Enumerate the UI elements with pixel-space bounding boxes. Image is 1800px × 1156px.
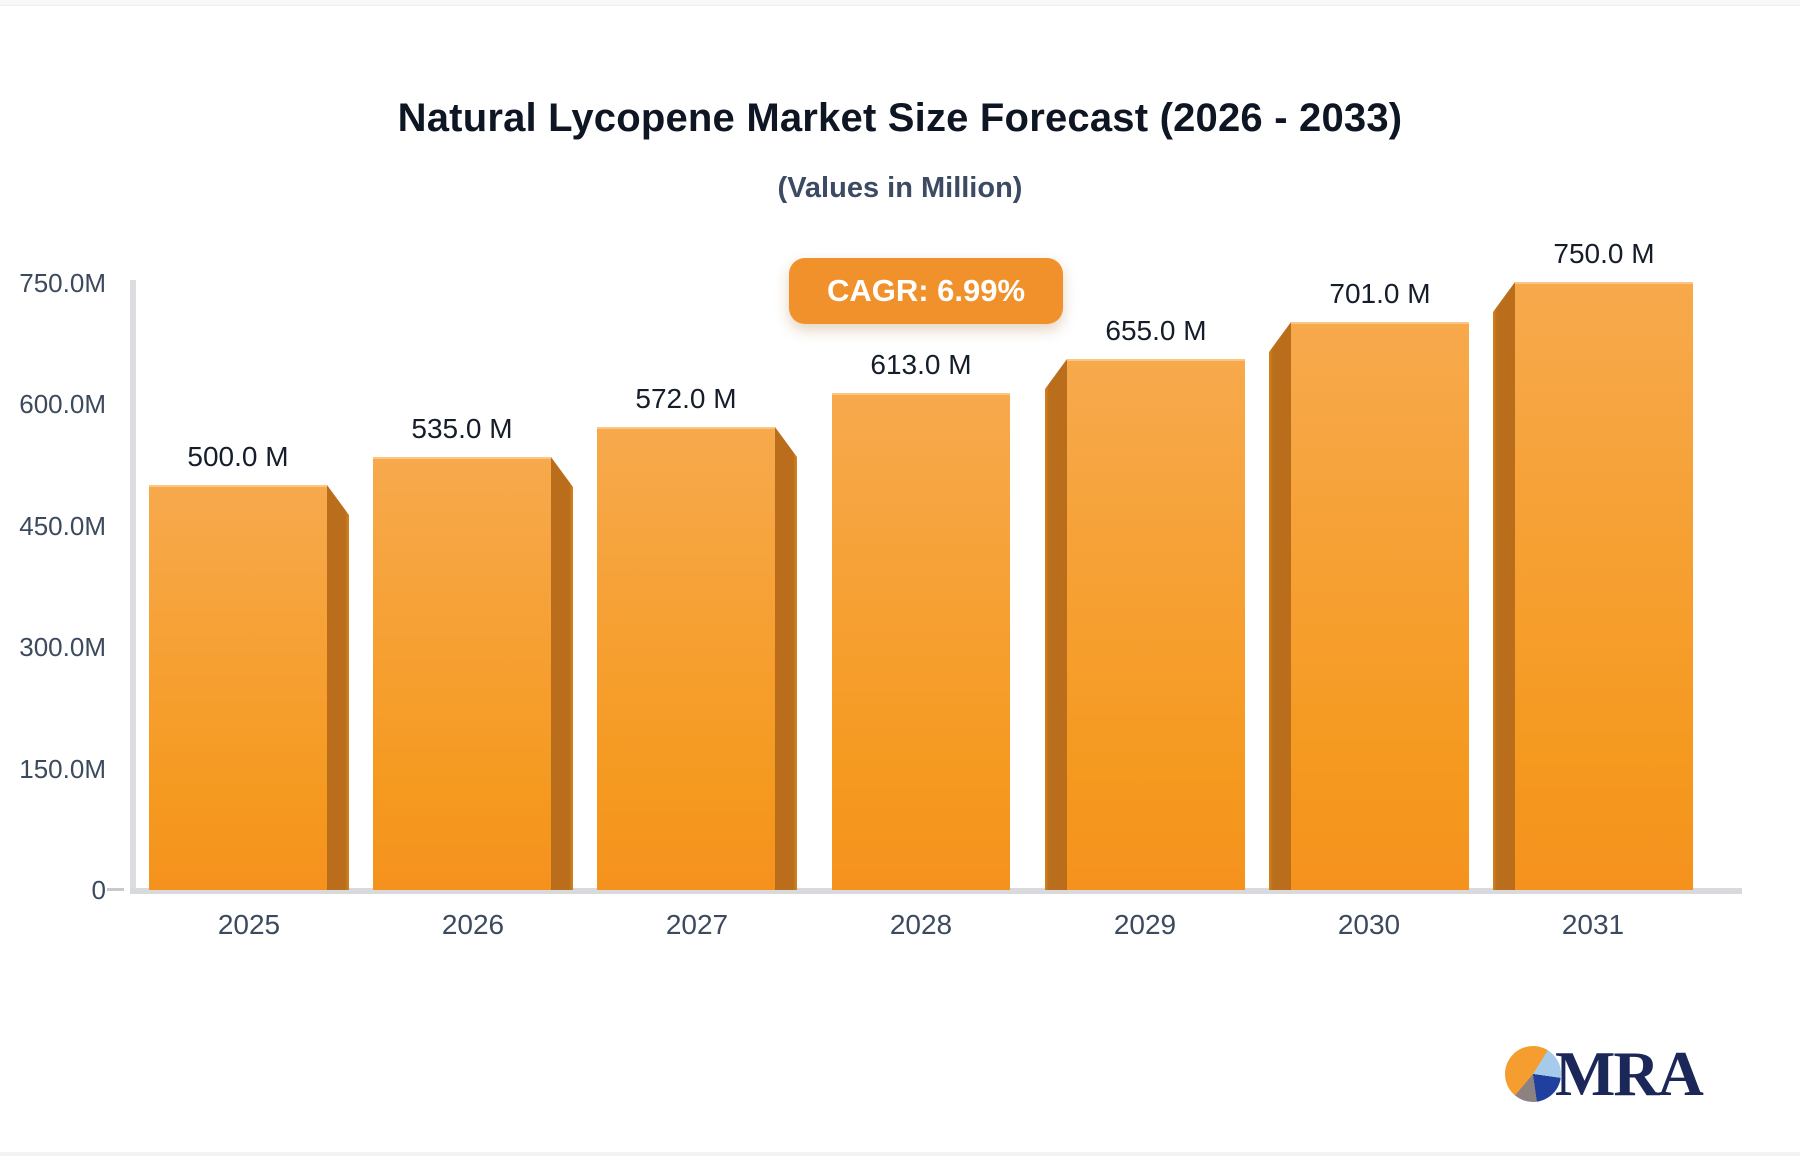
bar-value-label-2030: 701.0 M [1329, 278, 1431, 309]
bar-side-face-2030 [1269, 322, 1291, 890]
cagr-badge-label: CAGR: 6.99% [826, 273, 1026, 308]
x-axis-label-2026: 2026 [441, 909, 505, 940]
chart-title: Natural Lycopene Market Size Forecast (2… [397, 96, 1403, 140]
x-axis-line [130, 888, 1742, 894]
logo: MRA [1505, 1038, 1745, 1110]
bar-value-label-2025: 500.0 M [187, 441, 289, 472]
zero-tick-mark [107, 888, 124, 891]
bar-2026 [373, 457, 551, 890]
y-axis-label-600: 600.0M [19, 389, 106, 419]
bar-side-face-2031 [1493, 282, 1515, 890]
bar-value-label-2026: 535.0 M [411, 413, 513, 444]
x-axis-label-2029: 2029 [1113, 909, 1177, 940]
bar-2027 [597, 427, 775, 890]
y-axis-label-0: 0 [91, 875, 106, 905]
y-axis-line [130, 280, 136, 894]
y-axis-label-150: 150.0M [19, 753, 106, 784]
y-axis-label-750: 750.0M [19, 267, 106, 298]
bottom-edge-strip [0, 1152, 1800, 1156]
pie-chart-icon [1505, 1046, 1561, 1102]
cagr-badge: CAGR: 6.99% [789, 258, 1063, 324]
bar-side-face-2029 [1045, 359, 1067, 890]
x-axis-label-2030: 2030 [1337, 909, 1401, 940]
bar-2031 [1515, 282, 1693, 890]
top-edge-strip [0, 0, 1800, 6]
bar-2028 [832, 393, 1010, 890]
bar-2029 [1067, 359, 1245, 890]
bar-value-label-2029: 655.0 M [1105, 315, 1207, 346]
bar-value-label-2028: 613.0 M [870, 349, 972, 380]
bar-side-face-2025 [327, 485, 349, 890]
x-axis-label-2025: 2025 [217, 909, 281, 940]
x-axis-label-2031: 2031 [1561, 909, 1625, 940]
bar-value-label-2031: 750.0 M [1553, 238, 1655, 269]
x-axis-label-2028: 2028 [889, 909, 953, 940]
bar-value-label-2027: 572.0 M [635, 383, 737, 414]
y-axis-label-300: 300.0M [19, 632, 106, 662]
bar-2025 [149, 485, 327, 890]
bar-side-face-2026 [551, 457, 573, 890]
chart-subtitle: (Values in Million) [777, 172, 1023, 204]
bar-side-face-2027 [775, 427, 797, 890]
bar-2030 [1291, 322, 1469, 890]
y-axis-label-450: 450.0M [19, 510, 106, 541]
logo-text: MRA [1555, 1038, 1704, 1109]
x-axis-label-2027: 2027 [665, 909, 729, 940]
